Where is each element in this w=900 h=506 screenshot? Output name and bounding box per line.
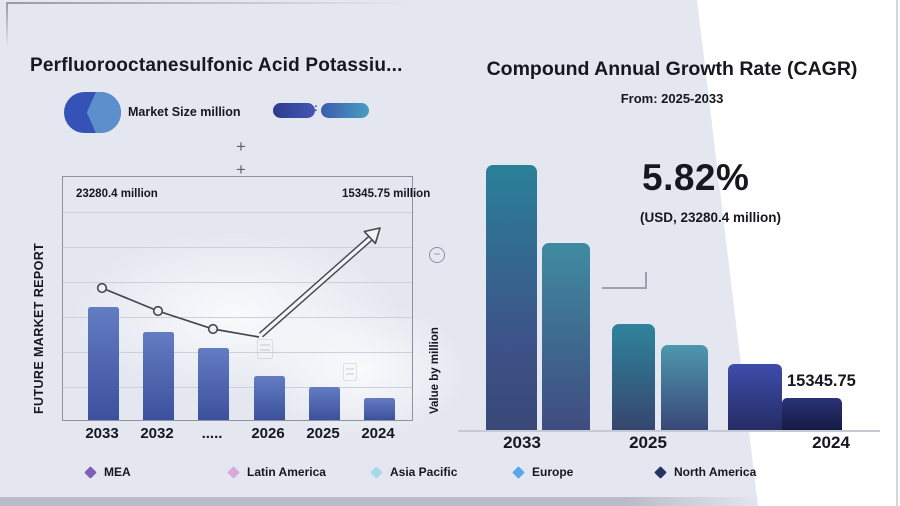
gridline	[63, 352, 412, 353]
legend-item: Europe	[512, 465, 574, 479]
legend-label: Latin America	[247, 465, 326, 479]
right-chart-x-axis: 2033 2025 2024	[0, 433, 900, 455]
bar-2033-1	[486, 165, 537, 430]
x-tick-label: 2025	[629, 433, 667, 452]
frame-edge-top	[6, 2, 410, 4]
frame-edge-bottom	[0, 497, 762, 506]
legend-diamond-icon	[654, 465, 667, 479]
legend-label: North America	[674, 465, 757, 479]
right-chart-baseline	[458, 430, 880, 432]
cylinder-icon	[64, 92, 121, 133]
step-decoration	[645, 272, 647, 288]
document-ghost-icon	[343, 363, 357, 381]
legend-item: MEA	[84, 465, 131, 479]
end-value-label: 15345.75 million	[342, 188, 431, 200]
left-chart-plot-area: 23280.4 million 15345.75 million	[62, 176, 430, 421]
left-chart-x-axis: 2033 2032..... 2026 2025 2024	[62, 425, 413, 445]
calculator-ghost-icon	[257, 339, 273, 359]
legend-item: North America	[654, 465, 757, 479]
bar-2033-2	[542, 243, 590, 430]
region-legend: MEA Latin America Asia Pacific Europe North …	[0, 465, 900, 485]
legend-diamond-icon	[227, 465, 240, 479]
x-tick-label: 2033	[85, 425, 119, 442]
legend-diamond-icon	[370, 465, 383, 479]
legend-label: Asia Pacific	[390, 465, 458, 479]
bar-2025	[308, 387, 340, 420]
cagr-note: (USD, 23280.4 million)	[640, 210, 782, 225]
legend-item: Latin America	[227, 465, 326, 479]
legend-label: Europe	[532, 465, 574, 479]
plus-icon: +	[236, 160, 246, 179]
step-decoration	[602, 287, 647, 289]
legend-diamond-icon	[84, 465, 97, 479]
bar-value-annotation: 15345.75	[787, 372, 856, 390]
x-tick-label: 2033	[503, 433, 541, 452]
bar-2024	[363, 398, 395, 420]
legend-item: Asia Pacific	[370, 465, 458, 479]
legend-diamond-icon	[512, 465, 525, 479]
x-tick-label: .....	[201, 425, 223, 442]
left-chart-title: Perfluorooctanesulfonic Acid Potassiu...	[30, 55, 403, 76]
x-tick-label: 2032	[140, 425, 174, 442]
bar-.....	[197, 348, 229, 420]
gridline	[63, 247, 412, 248]
pill-separator: :	[314, 102, 318, 114]
bar-2025-1	[612, 324, 655, 430]
right-chart-subtitle: From: 2025-2033	[620, 91, 724, 106]
bar-2024-2	[782, 398, 842, 430]
bar-2024-1	[728, 364, 782, 430]
gridline	[63, 212, 412, 213]
minus-circle-icon: −	[429, 247, 445, 263]
bar-2026	[253, 376, 285, 420]
plus-icon: +	[236, 137, 246, 156]
legend-pill-dark-blue	[273, 103, 315, 118]
x-tick-label: 2025	[306, 425, 340, 442]
cylinder-cap	[86, 92, 121, 133]
frame-edge-right	[896, 0, 898, 506]
market-size-legend-label: Market Size million	[128, 105, 241, 119]
gridline	[63, 387, 412, 388]
x-tick-label: 2026	[251, 425, 285, 442]
gridline	[63, 317, 412, 318]
watermark-vertical-text: FUTURE MARKET REPORT	[32, 242, 46, 414]
bar-2033	[87, 307, 119, 420]
x-tick-label: 2024	[812, 433, 850, 452]
legend-pill-blue-teal	[321, 103, 369, 118]
bar-2025-2	[661, 345, 708, 430]
cagr-value: 5.82%	[642, 157, 750, 198]
value-axis-label: Value by million	[429, 327, 441, 414]
start-value-label: 23280.4 million	[76, 188, 158, 200]
bar-2032	[142, 332, 174, 420]
frame-edge-left	[6, 2, 8, 48]
legend-label: MEA	[104, 465, 131, 479]
x-tick-label: 2024	[361, 425, 395, 442]
trend-line-and-arrow	[96, 227, 381, 338]
right-chart-title: Compound Annual Growth Rate (CAGR)	[486, 58, 858, 80]
gridline	[63, 282, 412, 283]
